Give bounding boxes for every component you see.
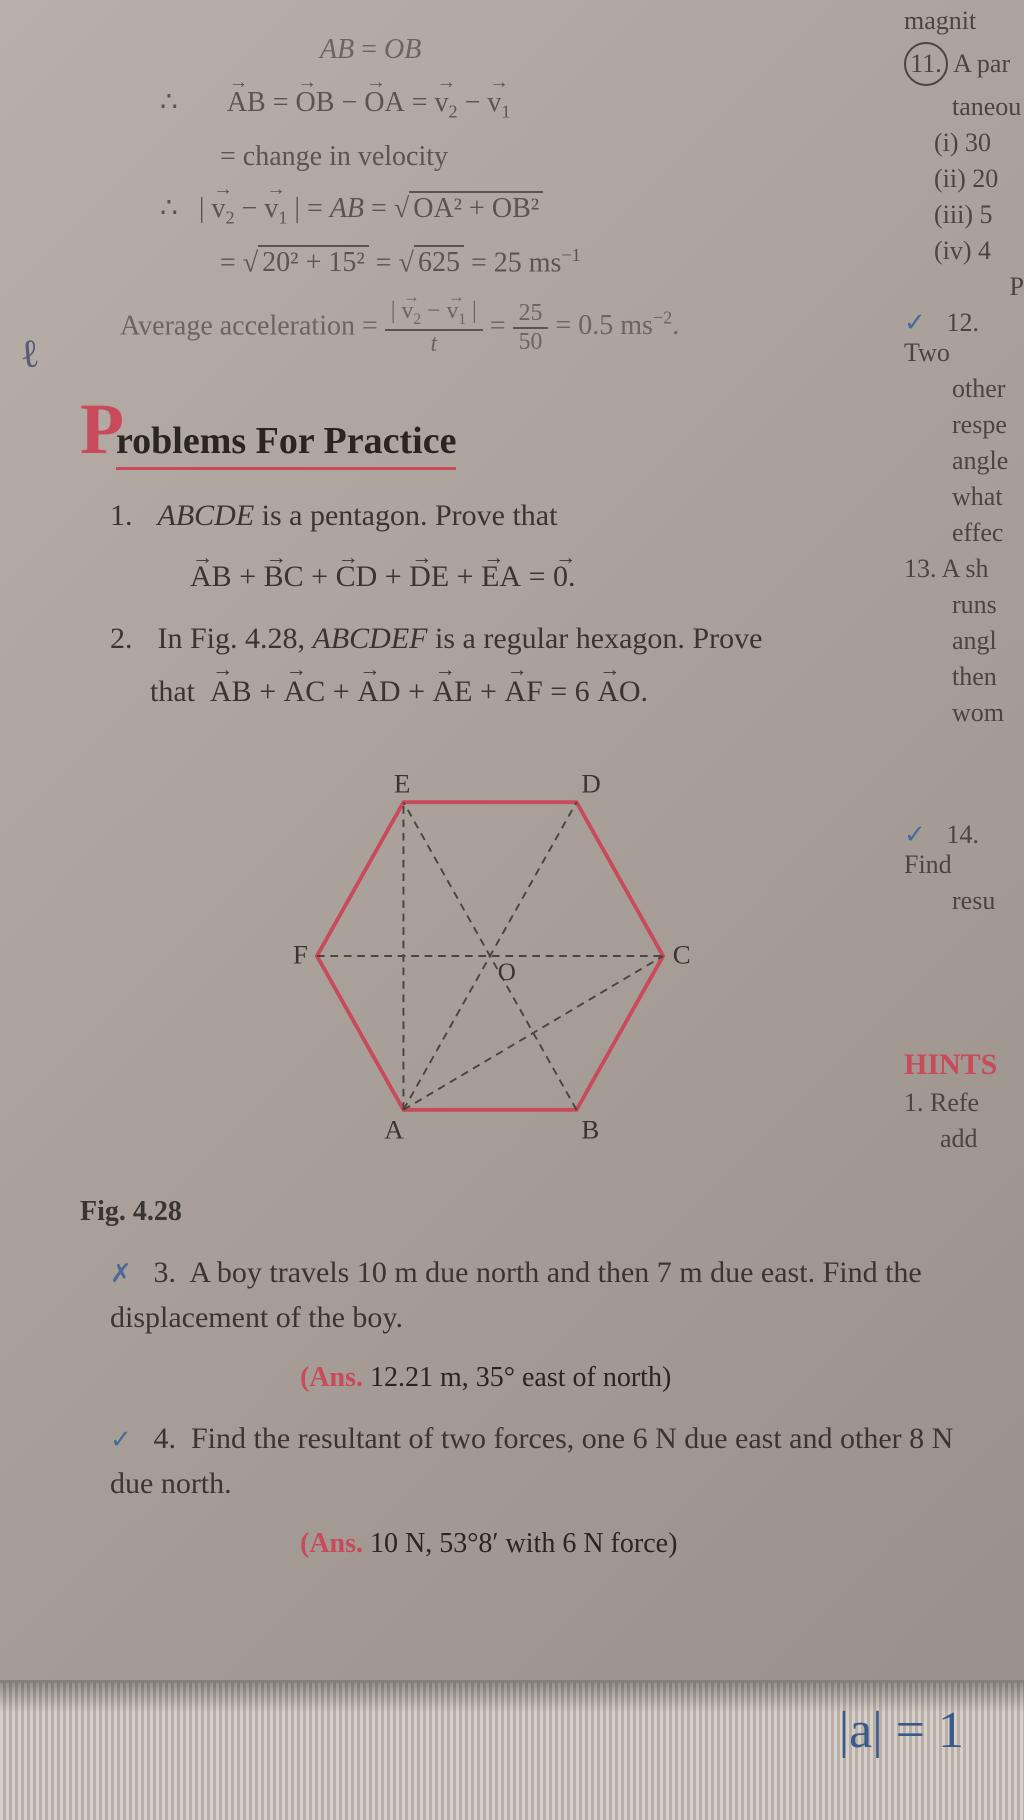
problem-2b: that AB + AC + AD + AE + AF = 6 AO.	[150, 669, 984, 714]
hint1: 1. Refe	[904, 1088, 1024, 1118]
h1b: add	[940, 1124, 1024, 1154]
q11b: taneou	[952, 92, 1024, 122]
q11-text: A par	[953, 49, 1010, 78]
q13-num: 13.	[904, 554, 937, 583]
q13b: runs	[952, 590, 1024, 620]
tick-icon: ✓	[110, 1420, 140, 1459]
p4-text: Find the resultant of two forces, one 6 …	[110, 1422, 953, 1500]
q12b: other	[952, 374, 1024, 404]
ans-label: (Ans.	[300, 1528, 363, 1559]
problem-2: 2. In Fig. 4.28, ABCDEF is a regular hex…	[110, 616, 984, 661]
eq-line1: ∴ AB = OB − OA = v2 − v1	[160, 81, 984, 127]
q14-num: 14.	[947, 820, 980, 849]
q12a: Two	[904, 338, 950, 367]
q14: ✓ 14. Find	[904, 820, 1024, 880]
circled-number: 11.	[904, 42, 948, 86]
label-A: A	[384, 1115, 404, 1145]
problem-1: 1. ABCDE is a pentagon. Prove that	[110, 493, 984, 538]
problem-4: ✓ 4. Find the resultant of two forces, o…	[110, 1416, 984, 1506]
therefore: ∴	[160, 87, 178, 118]
q12d: angle	[952, 446, 1024, 476]
h1a: Refe	[930, 1088, 979, 1117]
p3-num: 3.	[154, 1250, 184, 1295]
q12c: respe	[952, 410, 1024, 440]
avg-accel: Average acceleration = | v2 − v1 |t = 25…	[120, 298, 984, 358]
label-O: O	[498, 959, 516, 986]
q12f: effec	[952, 518, 1024, 548]
textbook-page: magnit 11. A par taneou (i) 30 (ii) 20 (…	[0, 0, 1024, 1820]
p1-equation: AB + BC + CD + DE + EA = 0.	[190, 560, 984, 594]
p3-text: A boy travels 10 m due north and then 7 …	[110, 1256, 922, 1334]
eq-line3: ∴ | v2 − v1 | = AB = √OA² + OB²	[160, 187, 984, 233]
letter-p: P	[904, 272, 1024, 302]
q14a: Find	[904, 850, 952, 879]
right-column-cutoff: magnit 11. A par taneou (i) 30 (ii) 20 (…	[904, 0, 1024, 1160]
text-magnit: magnit	[904, 6, 1024, 36]
num25: 25	[513, 300, 549, 329]
p3-ans-text: 12.21 m, 35° east of north)	[363, 1362, 671, 1393]
tick-icon: ✗	[110, 1254, 140, 1293]
p4-answer: (Ans. 10 N, 53°8′ with 6 N force)	[300, 1528, 984, 1560]
hints-heading: HINTS	[904, 1048, 1024, 1082]
avg-label: Average acceleration =	[120, 310, 378, 341]
opt-ii: (ii) 20	[934, 164, 1024, 194]
q12-num: 12.	[947, 308, 980, 337]
opt-iii: (iii) 5	[934, 200, 1024, 230]
hexagon-svg: E D F C A B O	[240, 736, 740, 1176]
q11: 11. A par	[904, 42, 1024, 86]
q13: 13. A sh	[904, 554, 1024, 584]
section-heading: P roblems For Practice	[80, 388, 984, 471]
p1-num: 1.	[110, 493, 150, 538]
q13c: angl	[952, 626, 1024, 656]
label-F: F	[293, 940, 308, 970]
label-D: D	[581, 768, 600, 798]
p2-num: 2.	[110, 616, 150, 661]
p4-num: 4.	[154, 1416, 184, 1461]
therefore: ∴	[160, 193, 178, 224]
p4-ans-text: 10 N, 53°8′ with 6 N force)	[363, 1528, 677, 1559]
opt-i: (i) 30	[934, 128, 1024, 158]
q13e: wom	[952, 698, 1024, 728]
hexagon-figure: E D F C A B O	[240, 736, 740, 1176]
q13d: then	[952, 662, 1024, 692]
tick-icon: ✓	[904, 820, 934, 850]
heading-text: roblems For Practice	[116, 419, 456, 470]
eq-line4: = √20² + 15² = √625 = 25 ms−1	[220, 241, 984, 286]
handwritten-note: |a| = 1	[839, 1701, 964, 1760]
q12: ✓ 12. Two	[904, 308, 1024, 368]
p3-answer: (Ans. 12.21 m, 35° east of north)	[300, 1362, 984, 1394]
q13a: A sh	[942, 554, 989, 583]
tick-icon: ✓	[904, 308, 934, 338]
eq-line2: = change in velocity	[220, 135, 984, 180]
opt-iv: (iv) 4	[934, 236, 1024, 266]
den50: 50	[513, 329, 549, 356]
label-B: B	[581, 1115, 599, 1145]
label-C: C	[673, 940, 691, 970]
problem-3: ✗ 3. A boy travels 10 m due north and th…	[110, 1250, 984, 1340]
q12e: what	[952, 482, 1024, 512]
avg-result: = 0.5 ms−2.	[555, 310, 679, 341]
h1-num: 1.	[904, 1088, 924, 1117]
pen-scribble: ℓ	[18, 329, 41, 377]
ans-label: (Ans.	[300, 1362, 363, 1393]
q14b: resu	[952, 886, 1024, 916]
figure-caption: Fig. 4.28	[80, 1196, 984, 1228]
eq-sign: =	[490, 310, 506, 341]
label-E: E	[394, 768, 410, 798]
eq-line0: AB = OB	[320, 28, 984, 73]
